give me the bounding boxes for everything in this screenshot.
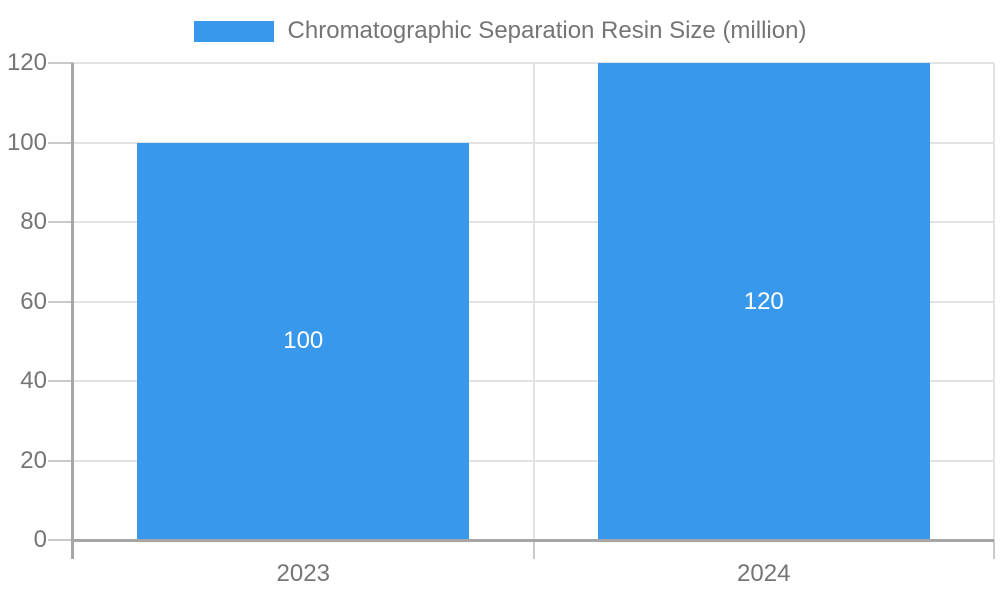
y-tick-label: 80 [20, 208, 47, 235]
x-tick-label: 2023 [276, 560, 330, 587]
legend-item[interactable]: Chromatographic Separation Resin Size (m… [0, 16, 1000, 46]
bar[interactable] [597, 63, 930, 540]
y-tick-label: 60 [20, 287, 47, 315]
x-axis-line [71, 539, 994, 542]
legend-swatch [193, 20, 274, 42]
y-tick-label: 120 [6, 49, 47, 76]
y-axis-tick [48, 380, 73, 382]
legend-label: Chromatographic Separation Resin Size (m… [287, 17, 807, 44]
y-axis-tick [48, 141, 73, 144]
y-tick-label: 40 [20, 367, 47, 394]
x-axis-tick [993, 540, 995, 559]
bar-value-label: 100 [283, 327, 324, 355]
y-axis-tick [48, 539, 73, 541]
bar-value-label: 120 [743, 287, 784, 315]
y-tick-label: 100 [6, 128, 47, 156]
v-gridline [532, 63, 535, 540]
x-tick-label: 2024 [737, 560, 791, 587]
y-axis-tick [48, 300, 73, 303]
y-tick-label: 0 [33, 526, 47, 553]
y-axis-tick [48, 459, 73, 462]
bar[interactable] [137, 142, 470, 540]
x-axis-tick [532, 540, 535, 559]
y-axis-tick [48, 221, 73, 223]
y-axis-tick [48, 62, 73, 64]
y-tick-label: 20 [20, 446, 47, 474]
y-axis-line [71, 63, 74, 559]
v-gridline [993, 63, 995, 540]
